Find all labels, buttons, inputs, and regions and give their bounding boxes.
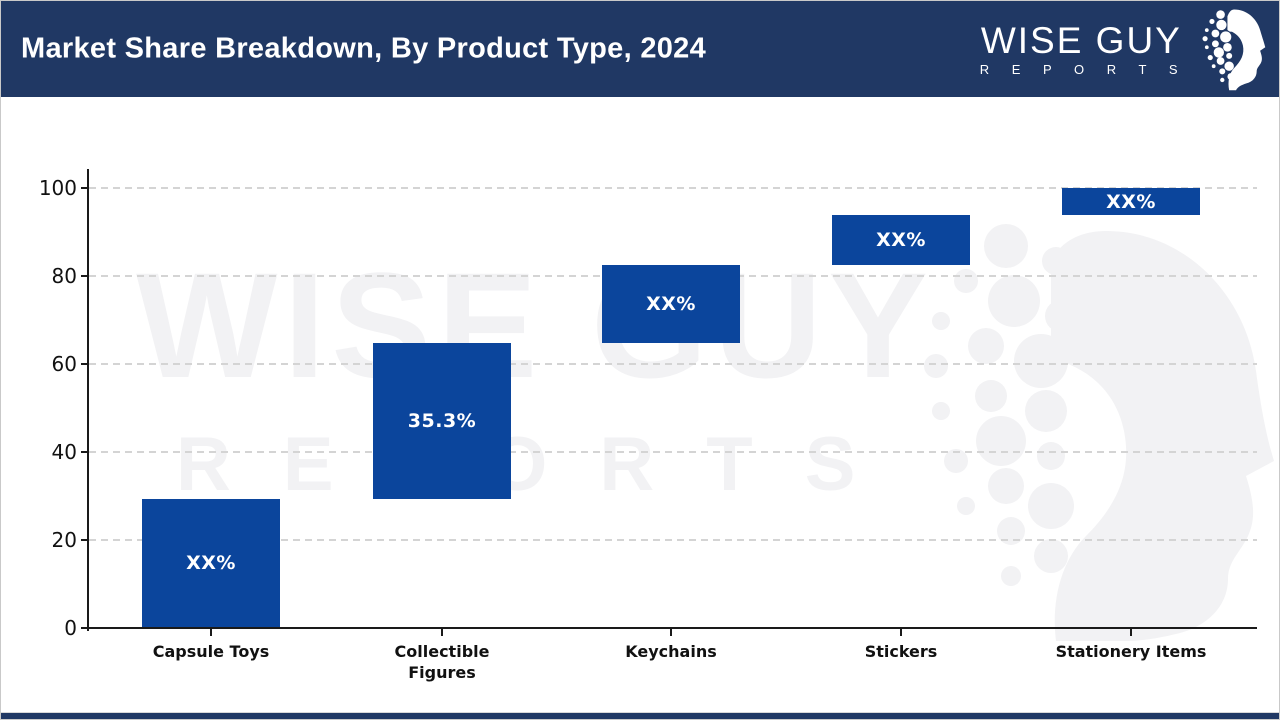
x-tick-label-0: Capsule Toys: [126, 641, 296, 662]
x-tick-label-4: Stationery Items: [1046, 641, 1216, 662]
x-tick-label-line: Stationery Items: [1055, 642, 1207, 661]
bar-value-label: XX%: [186, 552, 236, 575]
bar-capsule-toys: XX%: [142, 498, 280, 628]
y-tick-mark-100: [81, 187, 89, 189]
y-tick-mark-60: [81, 363, 89, 365]
y-tick-mark-0: [81, 627, 89, 629]
bar-value-label: XX%: [1106, 190, 1156, 213]
bar-keychains: XX%: [602, 264, 740, 344]
x-tick-label-line: Collectible: [394, 642, 490, 661]
bottom-hairline: [1, 712, 1279, 713]
bar-value-label: 35.3%: [407, 409, 477, 432]
gridline-60: [89, 363, 1257, 365]
y-tick-label-100: 100: [38, 176, 77, 200]
footer-bar: [1, 713, 1279, 719]
y-tick-mark-20: [81, 539, 89, 541]
logo-text: WISE GUY R E P O R T S: [976, 22, 1187, 77]
chart-title: Market Share Breakdown, By Product Type,…: [21, 32, 707, 65]
logo-head-icon: [1202, 9, 1266, 91]
x-tick-label-line: Figures: [408, 663, 476, 682]
logo-wordmark: WISE GUY: [980, 19, 1182, 61]
x-axis-line: [87, 627, 1257, 629]
x-tick-label-line: Capsule Toys: [152, 642, 270, 661]
y-tick-label-40: 40: [51, 440, 77, 464]
y-tick-mark-40: [81, 451, 89, 453]
y-tick-label-0: 0: [64, 616, 77, 640]
logo-subtitle: R E P O R T S: [979, 61, 1187, 77]
x-tick-label-1: Collectible Figures: [357, 641, 527, 683]
x-tick-mark-0: [210, 629, 212, 636]
bar-value-label: XX%: [876, 228, 926, 251]
x-tick-label-3: Stickers: [816, 641, 986, 662]
gridline-40: [89, 451, 1257, 453]
y-axis-line: [87, 169, 89, 631]
bar-stationery-items: XX%: [1062, 188, 1200, 216]
y-tick-label-80: 80: [51, 264, 77, 288]
gridline-100: [89, 187, 1257, 189]
gridline-20: [89, 539, 1257, 541]
x-tick-mark-2: [670, 629, 672, 636]
x-tick-label-2: Keychains: [586, 641, 756, 662]
x-tick-mark-1: [441, 629, 443, 636]
header-bar: Market Share Breakdown, By Product Type,…: [1, 1, 1279, 97]
y-tick-label-60: 60: [51, 352, 77, 376]
x-tick-mark-3: [900, 629, 902, 636]
y-tick-mark-80: [81, 275, 89, 277]
x-tick-mark-4: [1130, 629, 1132, 636]
wise-guy-logo: WISE GUY R E P O R T S: [976, 1, 1267, 97]
x-tick-label-line: Stickers: [864, 642, 938, 661]
y-tick-label-20: 20: [51, 528, 77, 552]
bar-stickers: XX%: [832, 215, 970, 265]
x-tick-label-line: Keychains: [625, 642, 717, 661]
bar-collectible-figures: 35.3%: [373, 343, 511, 499]
bar-value-label: XX%: [646, 292, 696, 315]
